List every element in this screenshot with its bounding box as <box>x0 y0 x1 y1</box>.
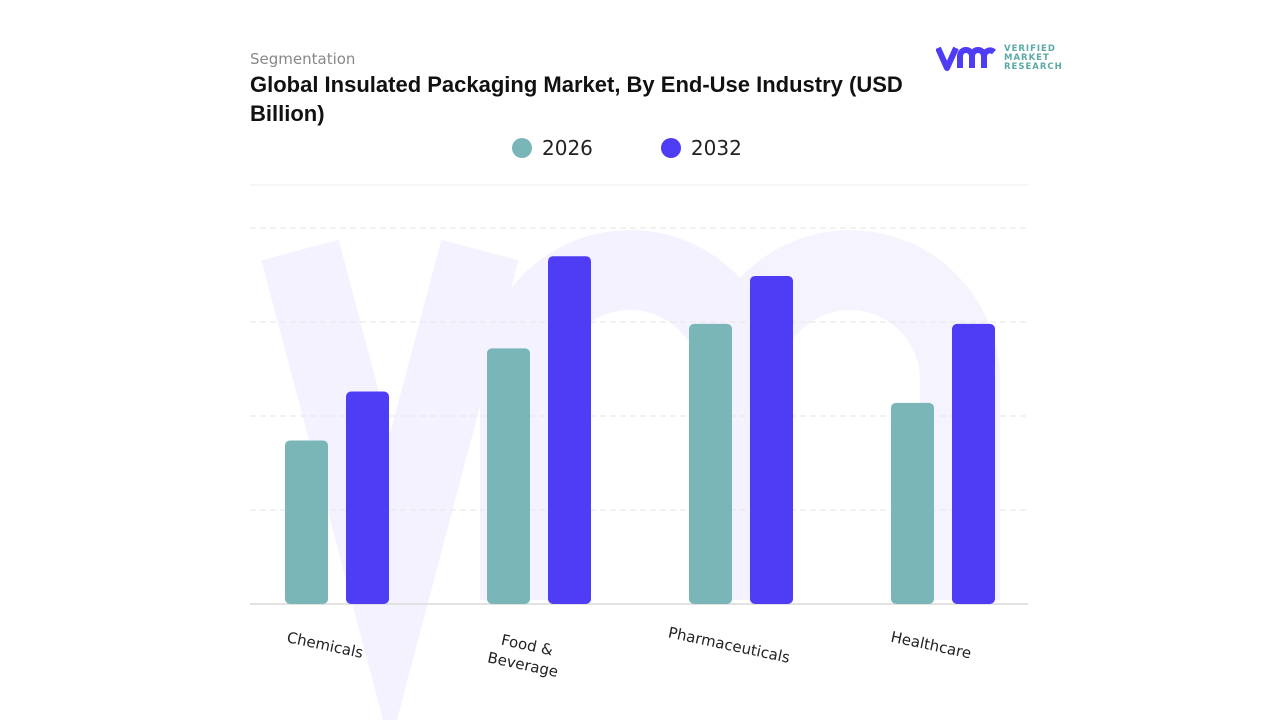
legend-label: 2026 <box>542 136 593 160</box>
x-tick-label: Food &Beverage <box>486 629 564 681</box>
bar-2026 <box>689 323 732 604</box>
watermark-logo <box>261 230 1000 720</box>
legend-marker <box>512 138 532 158</box>
logo: VERIFIED MARKET RESEARCH <box>936 44 1063 72</box>
chart-title: Global Insulated Packaging Market, By En… <box>250 72 903 126</box>
x-tick-label: Pharmaceuticals <box>667 623 792 666</box>
bar-2032 <box>346 391 389 604</box>
segment-label: Segmentation <box>250 50 356 68</box>
legend: 2026 2032 <box>512 136 742 160</box>
bar-2032 <box>548 256 591 604</box>
bar-2026 <box>487 348 530 604</box>
bar-2032 <box>750 275 793 604</box>
logo-text-3: RESEARCH <box>1004 61 1063 72</box>
bar-2026 <box>285 440 328 604</box>
x-tick-label: Healthcare <box>889 628 973 663</box>
logo-text-1: VERIFIED <box>1004 43 1056 54</box>
legend-label: 2032 <box>690 136 742 160</box>
bar-2026 <box>891 402 934 604</box>
logo-text-2: MARKET <box>1004 52 1050 63</box>
bar-2032 <box>952 323 995 604</box>
legend-item-2026: 2026 <box>512 136 593 160</box>
legend-item-2032: 2032 <box>660 136 742 160</box>
vmr-logo-icon <box>936 46 997 71</box>
x-tick-label: Chemicals <box>285 628 365 662</box>
legend-marker <box>660 138 681 158</box>
